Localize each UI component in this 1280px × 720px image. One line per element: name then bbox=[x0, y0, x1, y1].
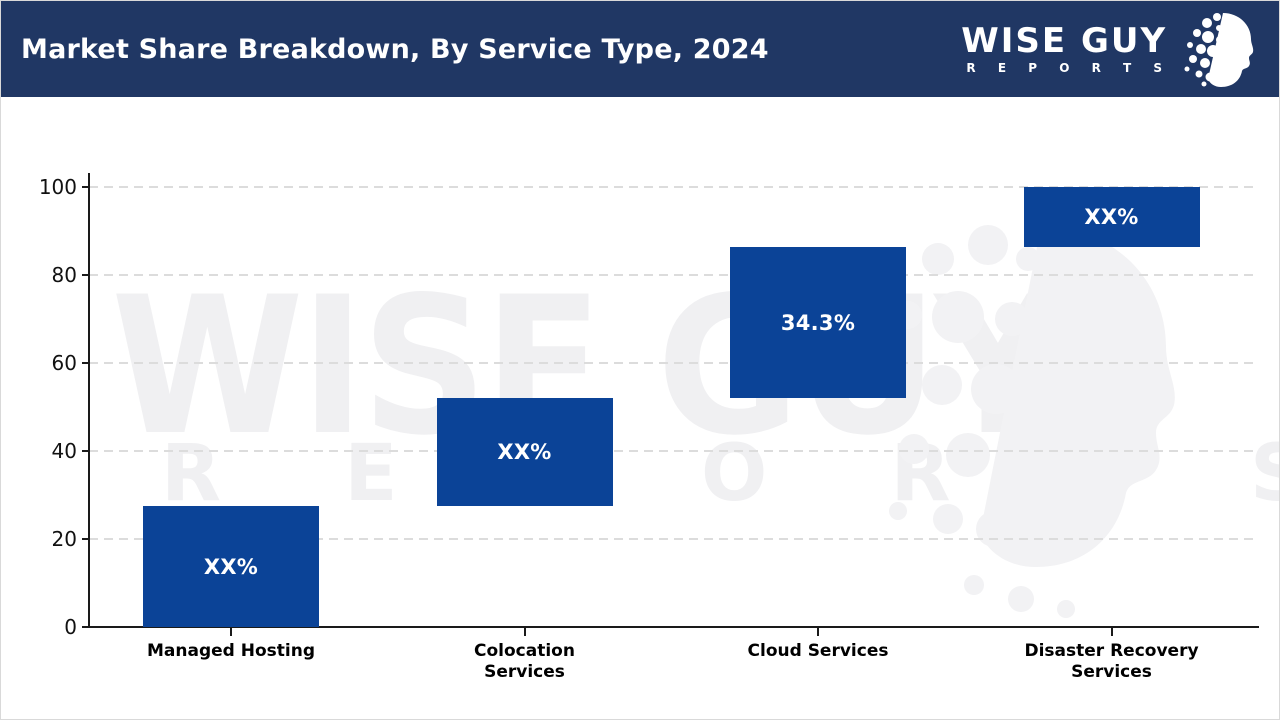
gridline bbox=[89, 450, 1253, 452]
gridline bbox=[89, 186, 1253, 188]
brand-logo-text: WISE GUY R E P O R T S bbox=[957, 24, 1171, 74]
bar-segment: XX% bbox=[143, 506, 319, 627]
y-axis-spine bbox=[88, 173, 90, 628]
y-axis-tick bbox=[82, 362, 89, 364]
x-axis-tick bbox=[230, 628, 232, 636]
bar-value-label: 34.3% bbox=[780, 310, 856, 335]
bar-segment: XX% bbox=[1023, 187, 1200, 248]
x-axis-tick bbox=[1110, 628, 1113, 636]
bar-value-label: XX% bbox=[497, 440, 552, 465]
y-axis-tick bbox=[82, 626, 89, 628]
bar-segment: 34.3% bbox=[730, 247, 906, 399]
y-axis-tick bbox=[82, 538, 89, 540]
plot-area: WISE GUY R E P O R T S 0 20 40 60 80 100 XX% X… bbox=[1, 97, 1279, 719]
x-axis-category-label: Managed Hosting bbox=[147, 641, 315, 661]
brand-name: WISE GUY bbox=[961, 21, 1168, 61]
x-axis-spine bbox=[83, 626, 1259, 628]
brand-logo: WISE GUY R E P O R T S bbox=[957, 9, 1255, 89]
x-axis-category-label: Colocation Services bbox=[474, 641, 575, 683]
y-axis-tick-label: 40 bbox=[51, 439, 77, 463]
brand-subtitle: R E P O R T S bbox=[966, 61, 1171, 75]
y-axis-tick-label: 80 bbox=[51, 263, 77, 287]
x-axis-tick bbox=[817, 628, 819, 636]
page-title: Market Share Breakdown, By Service Type,… bbox=[21, 33, 769, 65]
y-axis-tick bbox=[82, 274, 89, 276]
bar-value-label: XX% bbox=[1084, 205, 1139, 230]
y-axis-tick-label: 20 bbox=[51, 527, 77, 551]
y-axis-tick bbox=[82, 186, 89, 188]
y-axis-tick-label: 100 bbox=[38, 175, 77, 199]
gridline bbox=[89, 362, 1253, 364]
x-axis-category-label: Disaster Recovery Services bbox=[1024, 641, 1199, 683]
y-axis-tick-label: 0 bbox=[64, 615, 77, 639]
bar-segment: XX% bbox=[436, 398, 613, 506]
header-bar: Market Share Breakdown, By Service Type,… bbox=[1, 1, 1279, 97]
x-axis-category-label: Cloud Services bbox=[747, 641, 889, 661]
y-axis-tick bbox=[82, 450, 89, 452]
logo-head-icon bbox=[1184, 13, 1254, 87]
gridline bbox=[89, 274, 1253, 276]
gridline bbox=[89, 538, 1253, 540]
bar-value-label: XX% bbox=[203, 554, 259, 579]
y-axis-tick-label: 60 bbox=[51, 351, 77, 375]
x-axis-tick bbox=[523, 628, 526, 636]
